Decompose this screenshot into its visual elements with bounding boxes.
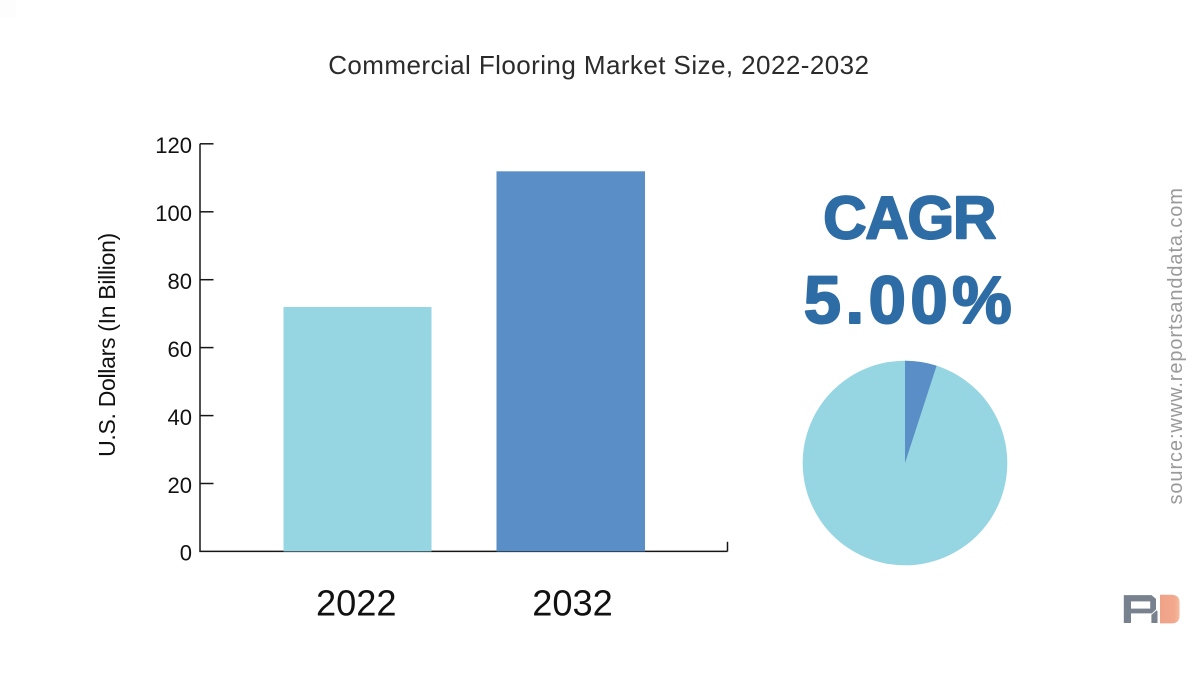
svg-text:0: 0 bbox=[180, 541, 192, 566]
svg-text:120: 120 bbox=[155, 133, 192, 158]
svg-text:100: 100 bbox=[155, 201, 192, 226]
svg-text:U.S. Dollars (In Billion): U.S. Dollars (In Billion) bbox=[94, 233, 120, 457]
svg-text:40: 40 bbox=[168, 405, 192, 430]
svg-text:2022: 2022 bbox=[316, 583, 397, 624]
svg-text:Commercial Flooring Market Siz: Commercial Flooring Market Size, 2022-20… bbox=[328, 50, 869, 80]
svg-text:5.00%: 5.00% bbox=[804, 263, 1016, 338]
svg-text:80: 80 bbox=[168, 269, 192, 294]
svg-text:2032: 2032 bbox=[532, 583, 613, 624]
svg-text:source:www.reportsanddata.com: source:www.reportsanddata.com bbox=[1165, 187, 1187, 504]
svg-text:60: 60 bbox=[168, 337, 192, 362]
svg-text:20: 20 bbox=[168, 473, 192, 498]
svg-text:CAGR: CAGR bbox=[823, 185, 996, 252]
